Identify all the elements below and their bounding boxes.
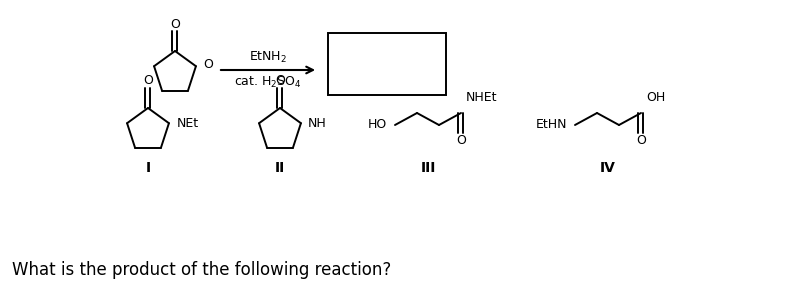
Text: O: O	[275, 75, 284, 88]
Text: OH: OH	[645, 91, 664, 104]
Text: II: II	[275, 161, 285, 175]
Text: O: O	[455, 134, 466, 147]
Text: III: III	[420, 161, 435, 175]
Text: NEt: NEt	[177, 117, 199, 130]
Text: IV: IV	[599, 161, 615, 175]
Text: NHEt: NHEt	[466, 91, 497, 104]
Text: cat. H$_2$SO$_4$: cat. H$_2$SO$_4$	[234, 75, 301, 90]
Text: O: O	[202, 58, 213, 71]
Text: EtNH$_2$: EtNH$_2$	[249, 50, 287, 65]
Text: O: O	[143, 75, 153, 88]
Text: O: O	[635, 134, 645, 147]
Text: NH: NH	[308, 117, 326, 130]
Text: HO: HO	[367, 118, 386, 132]
Text: EtHN: EtHN	[535, 118, 566, 132]
Text: What is the product of the following reaction?: What is the product of the following rea…	[12, 261, 391, 279]
Text: I: I	[145, 161, 150, 175]
Bar	[328, 33, 446, 95]
Text: O: O	[170, 18, 180, 31]
